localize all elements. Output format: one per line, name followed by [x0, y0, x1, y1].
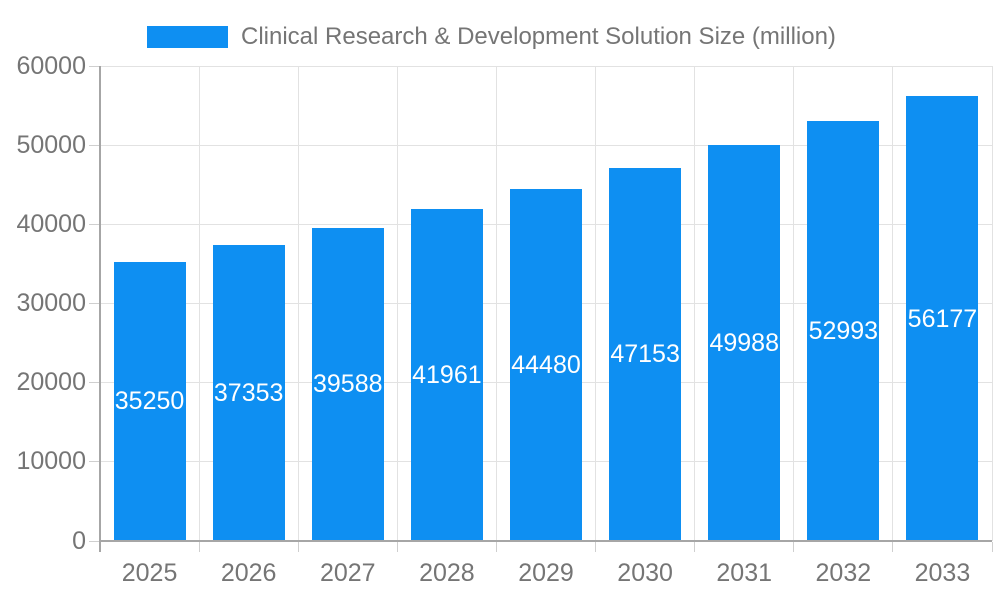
x-axis-label: 2033: [914, 559, 971, 587]
x-axis-label: 2032: [815, 559, 872, 587]
v-gridline: [991, 66, 993, 541]
y-axis-tick: [89, 144, 100, 146]
x-axis-label: 2031: [716, 559, 773, 587]
y-axis-label: 40000: [16, 209, 86, 238]
x-axis-label: 2026: [220, 559, 277, 587]
y-axis-label: 60000: [16, 51, 86, 80]
x-axis-baseline: [100, 540, 992, 542]
bar-value-label: 39588: [313, 370, 383, 399]
y-axis-label: 10000: [16, 447, 86, 476]
v-gridline: [396, 66, 398, 541]
v-gridline: [297, 66, 299, 541]
legend-swatch-icon: [147, 26, 228, 48]
bar-value-label: 37353: [213, 379, 284, 408]
y-axis-tick: [89, 382, 100, 384]
x-axis-label: 2029: [518, 559, 574, 587]
v-gridline: [595, 66, 597, 541]
bar[interactable]: [906, 96, 979, 540]
bar[interactable]: [212, 245, 285, 540]
bar[interactable]: [410, 208, 483, 540]
x-axis-label: 2027: [319, 559, 376, 587]
bar[interactable]: [510, 188, 582, 540]
x-axis-tick: [793, 542, 795, 552]
y-axis-tick: [89, 65, 100, 67]
legend-label: Clinical Research & Development Solution…: [241, 23, 836, 50]
bar[interactable]: [311, 227, 384, 540]
x-axis-tick: [892, 542, 894, 552]
v-gridline: [495, 66, 497, 541]
bar-value-label: 44480: [511, 350, 581, 379]
bar-value-label: 47153: [610, 340, 680, 369]
bar[interactable]: [113, 261, 186, 540]
v-gridline: [198, 66, 200, 541]
y-axis-label: 50000: [16, 130, 86, 159]
x-axis-tick: [495, 542, 497, 552]
x-axis-label: 2028: [419, 559, 475, 587]
v-gridline: [793, 66, 795, 541]
y-axis-tick: [89, 303, 100, 304]
v-gridline: [694, 66, 696, 541]
y-axis-label: 30000: [16, 289, 86, 317]
bar-value-label: 35250: [114, 387, 185, 416]
y-axis-tick: [89, 223, 100, 225]
x-axis-tick: [396, 542, 398, 552]
x-axis-label: 2025: [121, 559, 178, 587]
y-axis-line: [99, 66, 101, 552]
bar-value-label: 56177: [907, 304, 978, 333]
h-gridline: [100, 144, 992, 146]
bar-value-label: 41961: [412, 360, 482, 389]
bar-value-label: 49988: [709, 329, 779, 358]
bar[interactable]: [807, 121, 880, 540]
x-axis-tick: [694, 542, 696, 552]
x-axis-tick: [297, 542, 299, 552]
h-gridline: [100, 65, 992, 67]
v-gridline: [892, 66, 894, 541]
x-axis-tick: [198, 542, 200, 552]
x-axis-tick: [595, 542, 597, 552]
y-axis-tick: [89, 540, 100, 542]
x-axis-label: 2030: [617, 559, 673, 587]
bar[interactable]: [609, 167, 682, 540]
y-axis-label: 0: [72, 526, 86, 555]
x-axis-tick: [991, 542, 993, 552]
bar-value-label: 52993: [808, 317, 879, 346]
chart-legend[interactable]: Clinical Research & Development Solution…: [147, 23, 836, 51]
bar[interactable]: [708, 145, 781, 540]
y-axis-tick: [89, 461, 100, 463]
y-axis-label: 20000: [16, 368, 86, 397]
